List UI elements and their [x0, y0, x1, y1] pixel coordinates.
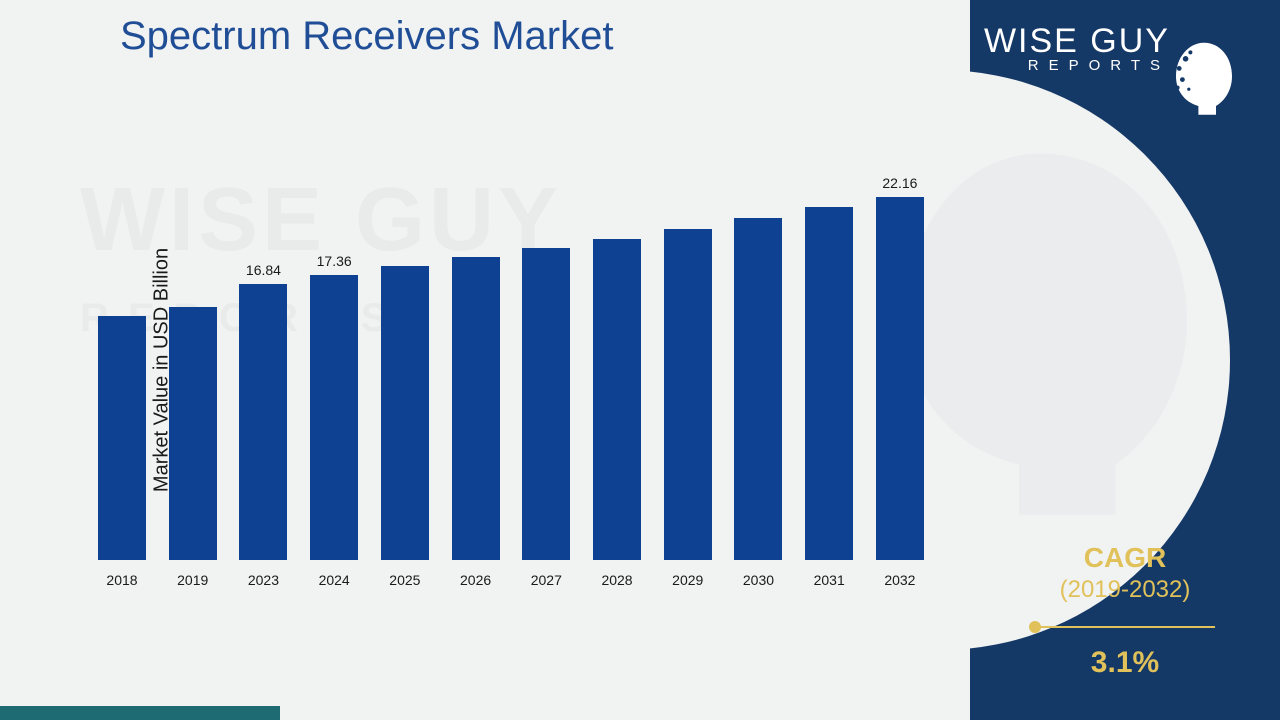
page-root: WISE GUYR E P O R T S Spectrum Receivers… [0, 0, 1280, 720]
bar-group [516, 226, 576, 560]
x-tick-label: 2026 [446, 566, 506, 590]
bar [664, 229, 712, 560]
bar [734, 218, 782, 560]
cagr-value: 3.1% [1010, 646, 1240, 680]
x-tick-label: 2025 [375, 566, 435, 590]
brand-logo: WISE GUY REPORTS [984, 22, 1240, 74]
x-tick-label: 2031 [799, 566, 859, 590]
bar [593, 239, 641, 560]
bottom-strip [0, 706, 280, 720]
x-tick-label: 2029 [658, 566, 718, 590]
bar-group [658, 207, 718, 560]
logo-main-text: WISE GUY [984, 22, 1170, 61]
cagr-range: (2019-2032) [1010, 576, 1240, 604]
bar-group [446, 235, 506, 560]
bar-group: 16.84 [233, 262, 293, 560]
bar [876, 197, 924, 560]
bar [310, 275, 358, 560]
bar [169, 307, 217, 560]
chart-area: Market Value in USD Billion 16.8417.3622… [60, 150, 930, 590]
bar-group: 22.16 [870, 175, 930, 560]
bar-value-label: 16.84 [246, 262, 281, 280]
bar [452, 257, 500, 560]
x-tick-label: 2030 [728, 566, 788, 590]
bar-group [799, 185, 859, 560]
x-tick-label: 2028 [587, 566, 647, 590]
bar [239, 284, 287, 560]
bar-group [163, 285, 223, 560]
x-tick-label: 2019 [163, 566, 223, 590]
bar-group [375, 244, 435, 560]
cagr-title: CAGR [1010, 542, 1240, 574]
plot-region: 16.84 17.36 22.16 [92, 150, 930, 560]
bar-group: 17.36 [304, 253, 364, 560]
bar [522, 248, 570, 560]
x-tick-label: 2018 [92, 566, 152, 590]
bar-value-label: 22.16 [882, 175, 917, 193]
x-tick-label: 2027 [516, 566, 576, 590]
x-tick-label: 2024 [304, 566, 364, 590]
x-tick-label: 2032 [870, 566, 930, 590]
bar [98, 316, 146, 560]
bar-value-label: 17.36 [317, 253, 352, 271]
cagr-divider [1035, 626, 1215, 628]
bar-group [92, 294, 152, 560]
chart-title: Spectrum Receivers Market [120, 14, 613, 59]
x-tick-label: 2023 [233, 566, 293, 590]
bars-container: 16.84 17.36 22.16 [92, 150, 930, 560]
cagr-box: CAGR (2019-2032) 3.1% [1010, 542, 1240, 680]
bar [805, 207, 853, 560]
bar [381, 266, 429, 560]
logo-head-icon [1160, 38, 1240, 118]
bar-group [587, 217, 647, 560]
x-axis: 2018 2019 2023 2024 2025 2026 2027 2028 2029 2030… [92, 566, 930, 590]
bar-group [728, 196, 788, 560]
